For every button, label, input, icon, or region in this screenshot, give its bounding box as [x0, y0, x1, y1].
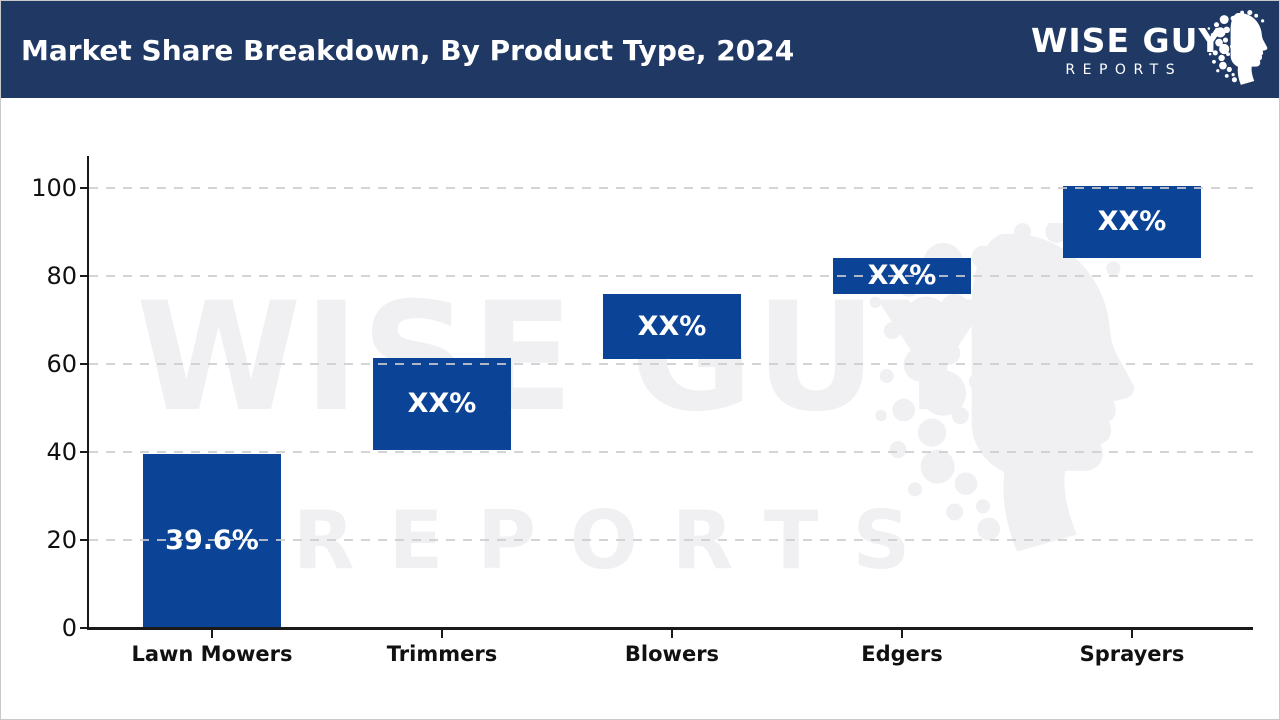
x-tick-trimmers: [441, 630, 443, 638]
y-tick-label-80: 80: [46, 262, 77, 290]
y-tick-80: [80, 275, 88, 277]
bar-value-label-blowers: XX%: [637, 310, 707, 342]
x-tick-label-edgers: Edgers: [861, 642, 943, 666]
bar-blowers: [603, 294, 741, 360]
gridline-y-100: [89, 187, 1253, 189]
watermark-wordmark: WISE GUY: [136, 271, 990, 445]
gridline-y-80: [89, 275, 1253, 277]
gridline-y-60: [89, 363, 1253, 365]
wiseguy-logo: WISE GUY REPORTS: [1031, 7, 1269, 93]
y-tick-20: [80, 539, 88, 541]
x-tick-label-lawn-mowers: Lawn Mowers: [131, 642, 293, 666]
logo-text: WISE GUY REPORTS: [1031, 21, 1224, 79]
y-tick-60: [80, 363, 88, 365]
wiseguy-face-icon: [1207, 9, 1268, 85]
bar-trimmers: [373, 358, 511, 451]
y-tick-label-20: 20: [46, 526, 77, 554]
y-tick-40: [80, 451, 88, 453]
bar-value-label-edgers: XX%: [867, 260, 937, 291]
x-tick-lawn-mowers: [211, 630, 213, 638]
y-tick-0: [80, 627, 88, 629]
bar-sprayers: [1063, 185, 1201, 258]
y-tick-label-0: 0: [61, 614, 77, 642]
bar-value-label-sprayers: XX%: [1097, 205, 1167, 237]
y-axis-line: [87, 156, 89, 629]
x-tick-label-sprayers: Sprayers: [1079, 642, 1185, 666]
gridline-y-40: [89, 451, 1253, 453]
x-tick-label-trimmers: Trimmers: [386, 642, 498, 666]
gridline-y-20: [89, 539, 1253, 541]
bar-value-label-trimmers: XX%: [407, 388, 477, 420]
bar-value-label-lawn-mowers: 39.6%: [165, 524, 259, 556]
logo-wordmark: WISE GUY: [1031, 21, 1224, 60]
logo-subtitle: REPORTS: [1065, 62, 1183, 78]
x-tick-sprayers: [1131, 630, 1133, 638]
y-tick-100: [80, 187, 88, 189]
x-tick-edgers: [901, 630, 903, 638]
x-tick-label-blowers: Blowers: [624, 642, 720, 666]
page-title: Market Share Breakdown, By Product Type,…: [21, 34, 795, 67]
header-bar: Market Share Breakdown, By Product Type,…: [1, 1, 1279, 98]
y-tick-label-60: 60: [46, 350, 77, 378]
y-tick-label-40: 40: [46, 438, 77, 466]
x-axis-line: [87, 627, 1253, 630]
y-tick-label-100: 100: [31, 174, 77, 202]
x-tick-blowers: [671, 630, 673, 638]
